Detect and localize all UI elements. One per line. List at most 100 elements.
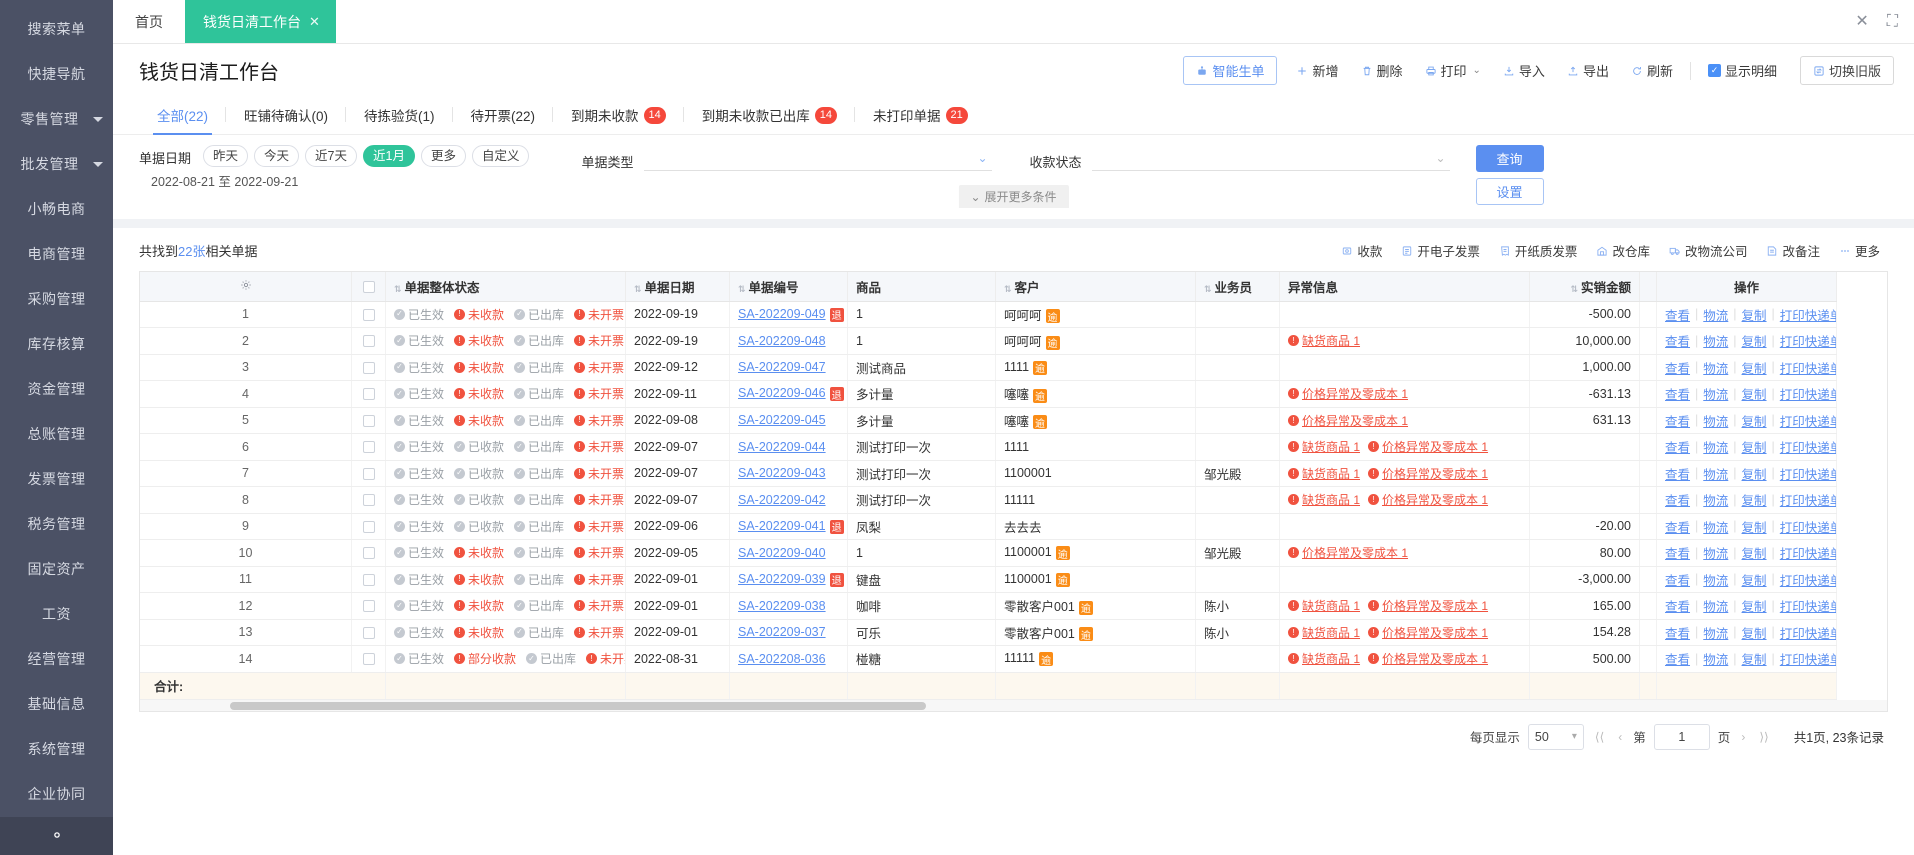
order-no-link[interactable]: SA-202209-047 bbox=[738, 360, 826, 375]
op-3[interactable]: 打印快递单 bbox=[1779, 467, 1837, 482]
sidebar-item-8[interactable]: 资金管理 bbox=[0, 366, 113, 411]
op-0[interactable]: 查看 bbox=[1665, 573, 1691, 588]
exception-item[interactable]: ! 价格异常及零成本 1 bbox=[1288, 544, 1408, 561]
op-2[interactable]: 复制 bbox=[1741, 573, 1767, 588]
exception-item[interactable]: ! 价格异常及零成本 1 bbox=[1368, 650, 1488, 667]
status-tab-2[interactable]: 待拣验货(1) bbox=[346, 97, 453, 134]
order-no-link[interactable]: SA-202209-049 bbox=[738, 306, 826, 321]
expand-more-conditions[interactable]: ⌄ 展开更多条件 bbox=[958, 185, 1069, 208]
chevron-down-icon[interactable]: ⌄ bbox=[1472, 65, 1481, 76]
sidebar-item-2[interactable]: 零售管理 bbox=[0, 96, 113, 141]
table-row[interactable]: 8 ✓ 已生效 ✓ 已收款 ✓ 已出库! 未开票 2022-09-07 SA-202209-042… bbox=[140, 486, 1837, 514]
order-no-link[interactable]: SA-202209-045 bbox=[738, 413, 826, 428]
row-checkbox-cell[interactable] bbox=[351, 460, 386, 487]
date-chip-3[interactable]: 近1月 bbox=[363, 145, 415, 167]
op-1[interactable]: 物流 bbox=[1703, 494, 1729, 509]
status-tab-1[interactable]: 旺铺待确认(0) bbox=[226, 97, 347, 134]
row-checkbox[interactable] bbox=[362, 441, 375, 454]
exception-item[interactable]: ! 缺货商品 1 bbox=[1288, 491, 1360, 508]
horizontal-scrollbar[interactable] bbox=[139, 699, 1888, 712]
op-0[interactable]: 查看 bbox=[1665, 520, 1691, 535]
exception-item[interactable]: ! 价格异常及零成本 1 bbox=[1368, 597, 1488, 614]
op-3[interactable]: 打印快递单 bbox=[1779, 653, 1837, 668]
op-3[interactable]: 打印快递单 bbox=[1779, 414, 1837, 429]
row-checkbox[interactable] bbox=[362, 361, 375, 374]
window-close-icon[interactable]: ✕ bbox=[1855, 12, 1869, 30]
row-checkbox[interactable] bbox=[362, 653, 375, 666]
op-1[interactable]: 物流 bbox=[1703, 626, 1729, 641]
sidebar-item-9[interactable]: 总账管理 bbox=[0, 411, 113, 456]
table-row[interactable]: 14✓已生效!部分收款✓已出库!未开票2022-08-31SA-202208-0… bbox=[140, 645, 1837, 673]
order-no-link[interactable]: SA-202209-043 bbox=[738, 466, 826, 481]
exception-item[interactable]: ! 缺货商品 1 bbox=[1288, 597, 1360, 614]
op-2[interactable]: 复制 bbox=[1741, 308, 1767, 323]
order-no-link[interactable]: SA-202209-046 bbox=[738, 386, 826, 401]
op-2[interactable]: 复制 bbox=[1741, 467, 1767, 482]
row-checkbox-cell[interactable] bbox=[351, 645, 386, 673]
row-checkbox[interactable] bbox=[362, 520, 375, 533]
toolbar-button-5[interactable]: 导出 bbox=[1556, 57, 1620, 84]
row-checkbox[interactable] bbox=[362, 308, 375, 321]
op-0[interactable]: 查看 bbox=[1665, 388, 1691, 403]
date-range-text[interactable]: 2022-08-21 至 2022-09-21 bbox=[151, 175, 299, 189]
sidebar-item-6[interactable]: 采购管理 bbox=[0, 276, 113, 321]
row-checkbox[interactable] bbox=[362, 573, 375, 586]
op-1[interactable]: 物流 bbox=[1703, 335, 1729, 350]
op-0[interactable]: 查看 bbox=[1665, 653, 1691, 668]
row-checkbox-cell[interactable] bbox=[351, 327, 386, 355]
scrollbar-thumb[interactable] bbox=[230, 701, 926, 710]
row-checkbox-cell[interactable] bbox=[351, 539, 386, 567]
sidebar-item-11[interactable]: 税务管理 bbox=[0, 501, 113, 546]
order-no-link[interactable]: SA-202209-042 bbox=[738, 492, 826, 507]
sidebar-item-5[interactable]: 电商管理 bbox=[0, 231, 113, 276]
bulk-action-2[interactable]: 开纸质发票 bbox=[1491, 238, 1586, 263]
op-1[interactable]: 物流 bbox=[1703, 441, 1729, 456]
search-button[interactable]: 查询 bbox=[1475, 145, 1544, 172]
bulk-action-1[interactable]: 开电子发票 bbox=[1393, 238, 1488, 263]
op-3[interactable]: 打印快递单 bbox=[1779, 494, 1837, 509]
exception-item[interactable]: ! 缺货商品 1 bbox=[1288, 438, 1360, 455]
status-tab-4[interactable]: 到期未收款 14 bbox=[553, 97, 684, 134]
row-checkbox-cell[interactable] bbox=[351, 592, 386, 620]
page-input[interactable]: 1 bbox=[1653, 723, 1710, 750]
table-row[interactable]: 3 ✓ 已生效! 未收款 ✓ 已出库! 未开票 2022-09-12 SA-202209-047… bbox=[140, 354, 1837, 381]
bulk-action-5[interactable]: 改备注 bbox=[1758, 238, 1828, 263]
op-0[interactable]: 查看 bbox=[1665, 335, 1691, 350]
op-1[interactable]: 物流 bbox=[1703, 467, 1729, 482]
op-2[interactable]: 复制 bbox=[1741, 600, 1767, 615]
exception-item[interactable]: ! 价格异常及零成本 1 bbox=[1288, 412, 1408, 429]
exception-item[interactable]: ! 缺货商品 1 bbox=[1288, 332, 1360, 349]
op-3[interactable]: 打印快递单 bbox=[1779, 308, 1837, 323]
table-row[interactable]: 12 ✓ 已生效! 未收款 ✓ 已出库! 未开票 2022-09-01 SA-202209-03… bbox=[140, 592, 1837, 620]
first-page-button[interactable]: ⟨⟨ bbox=[1594, 729, 1605, 744]
row-checkbox-cell[interactable] bbox=[351, 566, 386, 593]
row-checkbox[interactable] bbox=[362, 467, 375, 480]
row-checkbox[interactable] bbox=[362, 547, 375, 560]
op-3[interactable]: 打印快递单 bbox=[1779, 626, 1837, 641]
op-3[interactable]: 打印快递单 bbox=[1779, 600, 1837, 615]
op-2[interactable]: 复制 bbox=[1741, 653, 1767, 668]
sidebar-item-17[interactable]: 企业协同 bbox=[0, 771, 113, 816]
row-checkbox-cell[interactable] bbox=[351, 354, 386, 381]
op-3[interactable]: 打印快递单 bbox=[1779, 573, 1837, 588]
status-tab-6[interactable]: 未打印单据 21 bbox=[855, 97, 986, 134]
order-no-link[interactable]: SA-202209-038 bbox=[738, 598, 826, 613]
sidebar-footer[interactable] bbox=[0, 817, 113, 855]
row-checkbox[interactable] bbox=[362, 626, 375, 639]
exception-item[interactable]: ! 价格异常及零成本 1 bbox=[1368, 438, 1488, 455]
toolbar-button-6[interactable]: 刷新 bbox=[1620, 57, 1684, 84]
op-2[interactable]: 复制 bbox=[1741, 520, 1767, 535]
op-1[interactable]: 物流 bbox=[1703, 388, 1729, 403]
order-no-link[interactable]: SA-202209-037 bbox=[738, 625, 826, 640]
column-header-amt[interactable]: ⇅ 实销金额 bbox=[1529, 272, 1640, 302]
row-checkbox[interactable] bbox=[362, 388, 375, 401]
op-0[interactable]: 查看 bbox=[1665, 414, 1691, 429]
sidebar-item-14[interactable]: 经营管理 bbox=[0, 636, 113, 681]
op-2[interactable]: 复制 bbox=[1741, 414, 1767, 429]
table-row[interactable]: 5 ✓ 已生效! 未收款 ✓ 已出库! 未开票 2022-09-08 SA-202209-045… bbox=[140, 407, 1837, 434]
op-1[interactable]: 物流 bbox=[1703, 361, 1729, 376]
column-header-sales[interactable]: ⇅ 业务员 bbox=[1195, 272, 1280, 302]
chevron-down-icon[interactable]: ⌄ bbox=[977, 150, 988, 165]
column-header-cust[interactable]: ⇅ 客户 bbox=[995, 272, 1196, 302]
table-row[interactable]: 6 ✓ 已生效 ✓ 已收款 ✓ 已出库! 未开票 2022-09-07 SA-202209-044… bbox=[140, 433, 1837, 461]
